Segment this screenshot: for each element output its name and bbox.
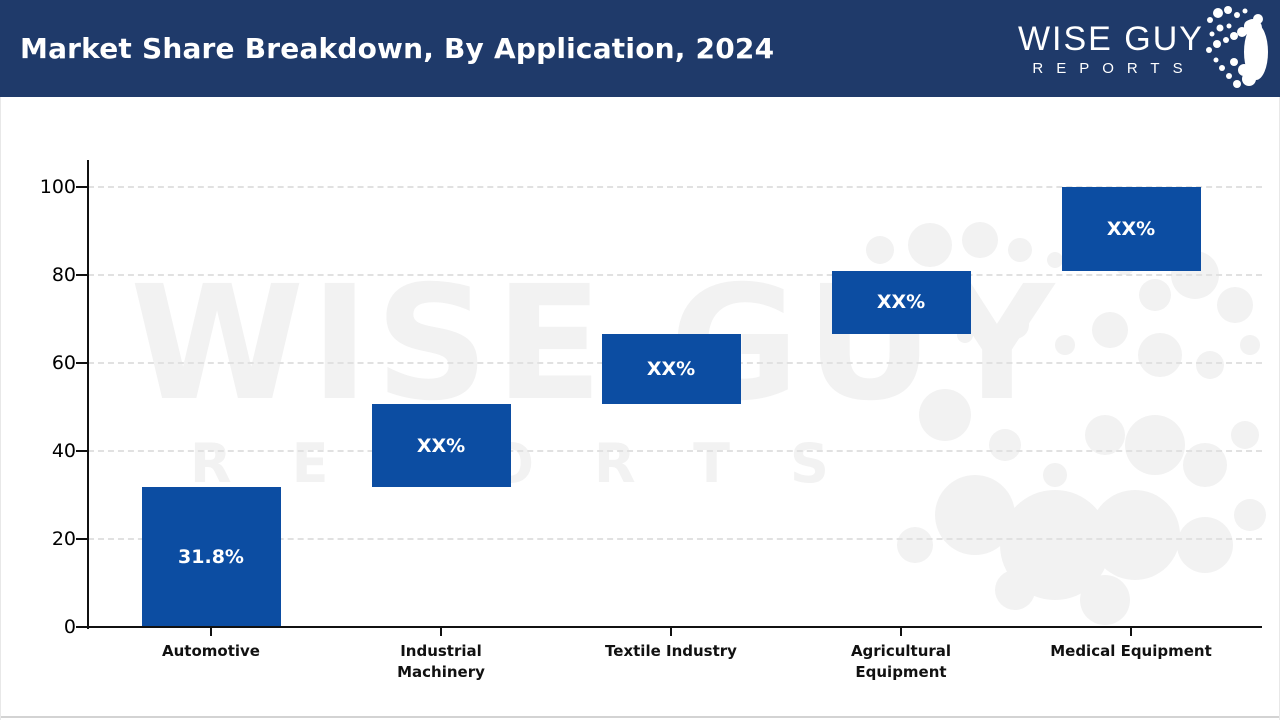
y-tick <box>76 186 88 188</box>
x-axis-line <box>86 625 1262 628</box>
y-tick-label: 100 <box>39 176 76 198</box>
y-tick-label: 60 <box>51 352 76 374</box>
y-tick-label: 80 <box>51 264 76 286</box>
brand-wordmark: WISE GUY REPORTS <box>1018 22 1204 76</box>
x-tick <box>440 628 442 636</box>
bar-segment: XX% <box>1061 187 1201 272</box>
chart-title: Market Share Breakdown, By Application, … <box>20 32 775 65</box>
left-border <box>0 97 1 720</box>
bar-segment: XX% <box>371 404 511 488</box>
bar-segment: XX% <box>831 271 971 334</box>
bar-value-label: XX% <box>1106 218 1156 241</box>
x-category-label: Agricultural Equipment <box>850 642 952 681</box>
y-tick-label: 20 <box>51 528 76 550</box>
x-tick <box>900 628 902 636</box>
x-category-label: Automotive <box>162 642 260 660</box>
bar-segment: 31.8% <box>141 487 281 627</box>
y-tick <box>76 362 88 364</box>
dotted-face-profile-icon <box>1206 5 1268 88</box>
x-tick <box>1130 628 1132 636</box>
bar-segment: XX% <box>601 333 741 405</box>
x-tick <box>670 628 672 636</box>
x-category-label: Textile Industry <box>605 642 737 660</box>
y-gridline <box>88 186 1262 188</box>
x-category-label: Industrial Machinery <box>397 642 485 681</box>
bar-value-label: 31.8% <box>178 546 244 569</box>
bar-value-label: XX% <box>416 434 466 457</box>
y-tick-label: 40 <box>51 440 76 462</box>
y-gridline <box>88 538 1262 540</box>
y-gridline <box>88 450 1262 452</box>
y-tick <box>76 274 88 276</box>
brand-subname: REPORTS <box>1032 59 1196 77</box>
y-tick <box>76 626 88 628</box>
brand-name: WISE GUY <box>1017 19 1204 58</box>
x-tick <box>210 628 212 636</box>
bar-value-label: XX% <box>646 358 696 381</box>
bottom-divider <box>0 716 1280 718</box>
y-axis-line <box>86 160 89 629</box>
y-tick-label: 0 <box>63 616 76 638</box>
y-tick <box>76 538 88 540</box>
header-bar: Market Share Breakdown, By Application, … <box>0 0 1280 97</box>
brand-logo: WISE GUY REPORTS <box>1018 4 1268 94</box>
bar-value-label: XX% <box>876 291 926 314</box>
y-gridline <box>88 274 1262 276</box>
y-tick <box>76 450 88 452</box>
x-category-label: Medical Equipment <box>1050 642 1212 660</box>
